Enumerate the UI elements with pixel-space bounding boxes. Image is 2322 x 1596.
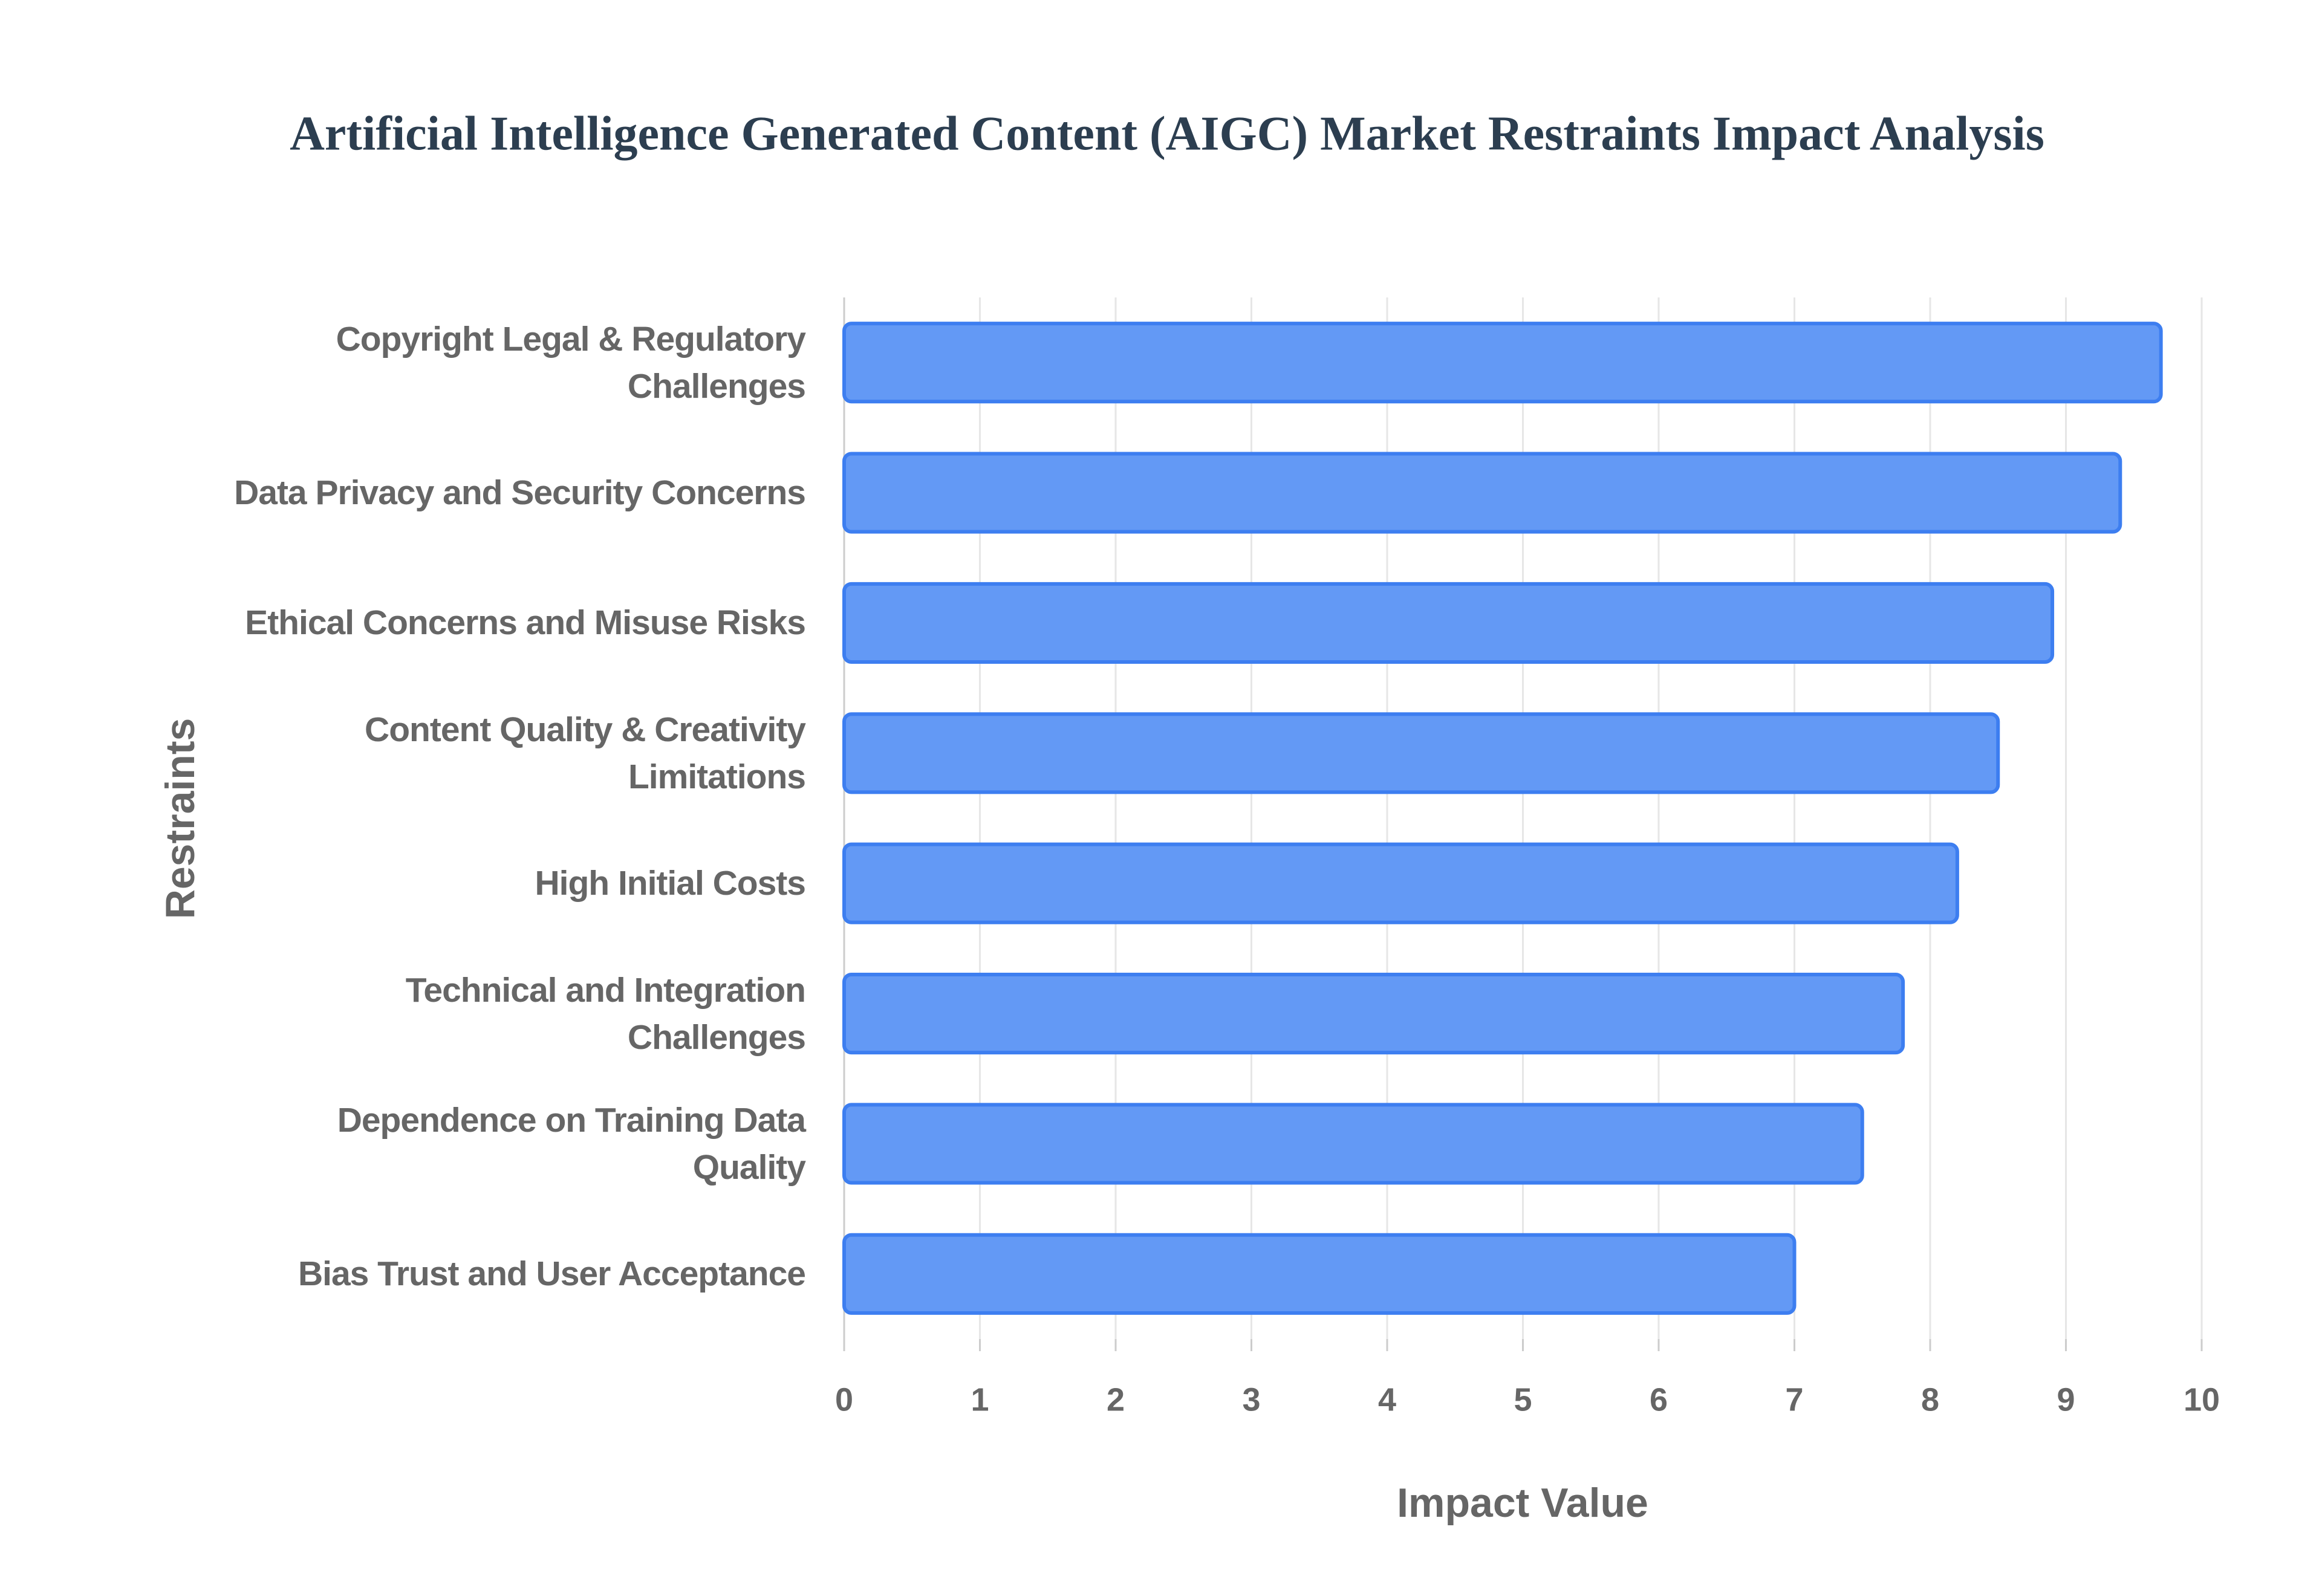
bar <box>842 972 1905 1055</box>
y-tick-label: Content Quality & Creativity Limitations <box>365 710 806 796</box>
y-tick-label: Copyright Legal & Regulatory Challenges <box>336 319 806 406</box>
x-axis-title: Impact Value <box>1397 1480 1648 1526</box>
x-tick-label: 5 <box>1514 1381 1532 1418</box>
y-tick-label: High Initial Costs <box>535 864 806 903</box>
x-tick-label: 10 <box>2184 1381 2220 1418</box>
y-tick-label: Dependence on Training Data Quality <box>337 1100 806 1187</box>
x-tick-label: 8 <box>1921 1381 1939 1418</box>
x-tick-label: 2 <box>1107 1381 1125 1418</box>
x-tick-label: 4 <box>1378 1381 1396 1418</box>
chart-title: Artificial Intelligence Generated Conten… <box>290 107 2044 160</box>
bar <box>842 322 2163 404</box>
bar <box>842 1103 1864 1185</box>
y-tick-label: Bias Trust and User Acceptance <box>298 1254 806 1294</box>
y-axis-title: Restraints <box>157 718 203 920</box>
bar <box>842 452 2122 534</box>
x-tick-label: 0 <box>835 1381 853 1418</box>
y-tick-label: Ethical Concerns and Misuse Risks <box>245 603 806 643</box>
x-tick-label: 9 <box>2057 1381 2075 1418</box>
y-tick-label: Technical and Integration Challenges <box>405 970 806 1057</box>
y-tick-label: Data Privacy and Security Concerns <box>234 473 806 513</box>
x-tick-label: 3 <box>1242 1381 1260 1418</box>
bar <box>842 842 1959 924</box>
x-tick-label: 7 <box>1785 1381 1803 1418</box>
x-tick-label: 6 <box>1650 1381 1668 1418</box>
bar <box>842 712 2000 794</box>
x-tick-label: 1 <box>971 1381 989 1418</box>
bar <box>842 582 2055 664</box>
bar <box>842 1233 1797 1315</box>
